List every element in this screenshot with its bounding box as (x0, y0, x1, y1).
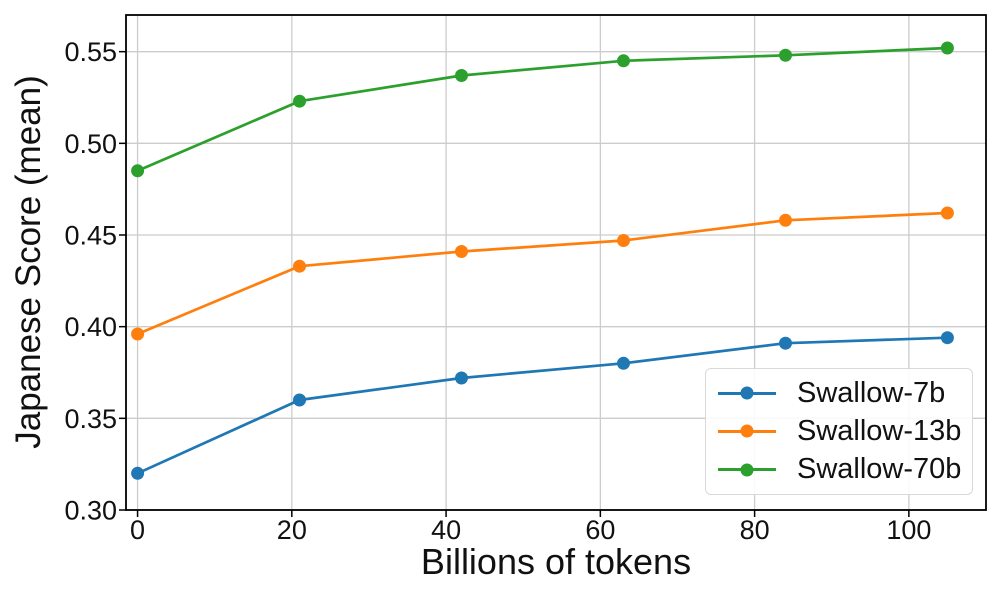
legend-line-sample (718, 463, 776, 477)
y-axis-label: Japanese Score (mean) (9, 75, 48, 449)
y-tick-label: 0.40 (64, 312, 117, 342)
x-tick-label: 0 (130, 515, 145, 545)
legend-line-sample (718, 386, 776, 400)
data-point-Swallow-13b (455, 245, 468, 258)
series-line-Swallow-70b (137, 46, 948, 173)
legend-row: Swallow-13b (716, 415, 962, 448)
legend: Swallow-7b Swallow-13b Swallow-70b (705, 368, 973, 495)
data-point-Swallow-13b (131, 327, 145, 341)
data-point-Swallow-7b (293, 393, 306, 407)
x-tick-label: 40 (431, 515, 461, 545)
x-tick-label: 100 (886, 515, 931, 545)
y-tick-label: 0.45 (64, 221, 117, 251)
data-point-Swallow-70b (293, 94, 306, 108)
legend-label: Swallow-13b (797, 414, 962, 447)
data-point-Swallow-13b (617, 234, 630, 247)
y-tick-label: 0.30 (64, 496, 117, 526)
data-point-Swallow-7b (131, 466, 145, 480)
y-tick-label: 0.50 (64, 129, 117, 159)
data-point-Swallow-7b (940, 331, 954, 345)
data-point-Swallow-13b (293, 259, 306, 273)
data-point-Swallow-13b (940, 206, 954, 220)
data-point-Swallow-70b (455, 69, 468, 82)
legend-line-sample (718, 424, 776, 438)
data-point-Swallow-7b (617, 356, 630, 370)
data-point-Swallow-7b (779, 336, 792, 350)
data-point-Swallow-70b (779, 48, 792, 62)
legend-marker-icon (740, 463, 754, 477)
series-line-Swallow-13b (137, 211, 948, 336)
x-tick-label: 60 (585, 515, 615, 545)
legend-row: Swallow-7b (716, 377, 962, 410)
legend-marker-icon (740, 386, 754, 400)
legend-marker-icon (740, 424, 754, 438)
x-tick-label: 80 (740, 515, 770, 545)
legend-label: Swallow-7b (797, 376, 946, 409)
y-tick-label: 0.35 (64, 404, 117, 434)
legend-row: Swallow-70b (716, 453, 962, 486)
data-point-Swallow-7b (455, 371, 468, 385)
y-tick-label: 0.55 (64, 37, 117, 67)
data-point-Swallow-70b (940, 41, 954, 55)
x-axis-label: Billions of tokens (420, 541, 692, 582)
series-line-Swallow-7b (137, 336, 948, 475)
legend-label: Swallow-70b (797, 453, 962, 486)
x-tick-label: 20 (277, 515, 307, 545)
plot-frame (125, 14, 987, 511)
data-point-Swallow-70b (131, 164, 145, 178)
data-point-Swallow-70b (617, 54, 630, 68)
data-point-Swallow-13b (779, 213, 792, 227)
